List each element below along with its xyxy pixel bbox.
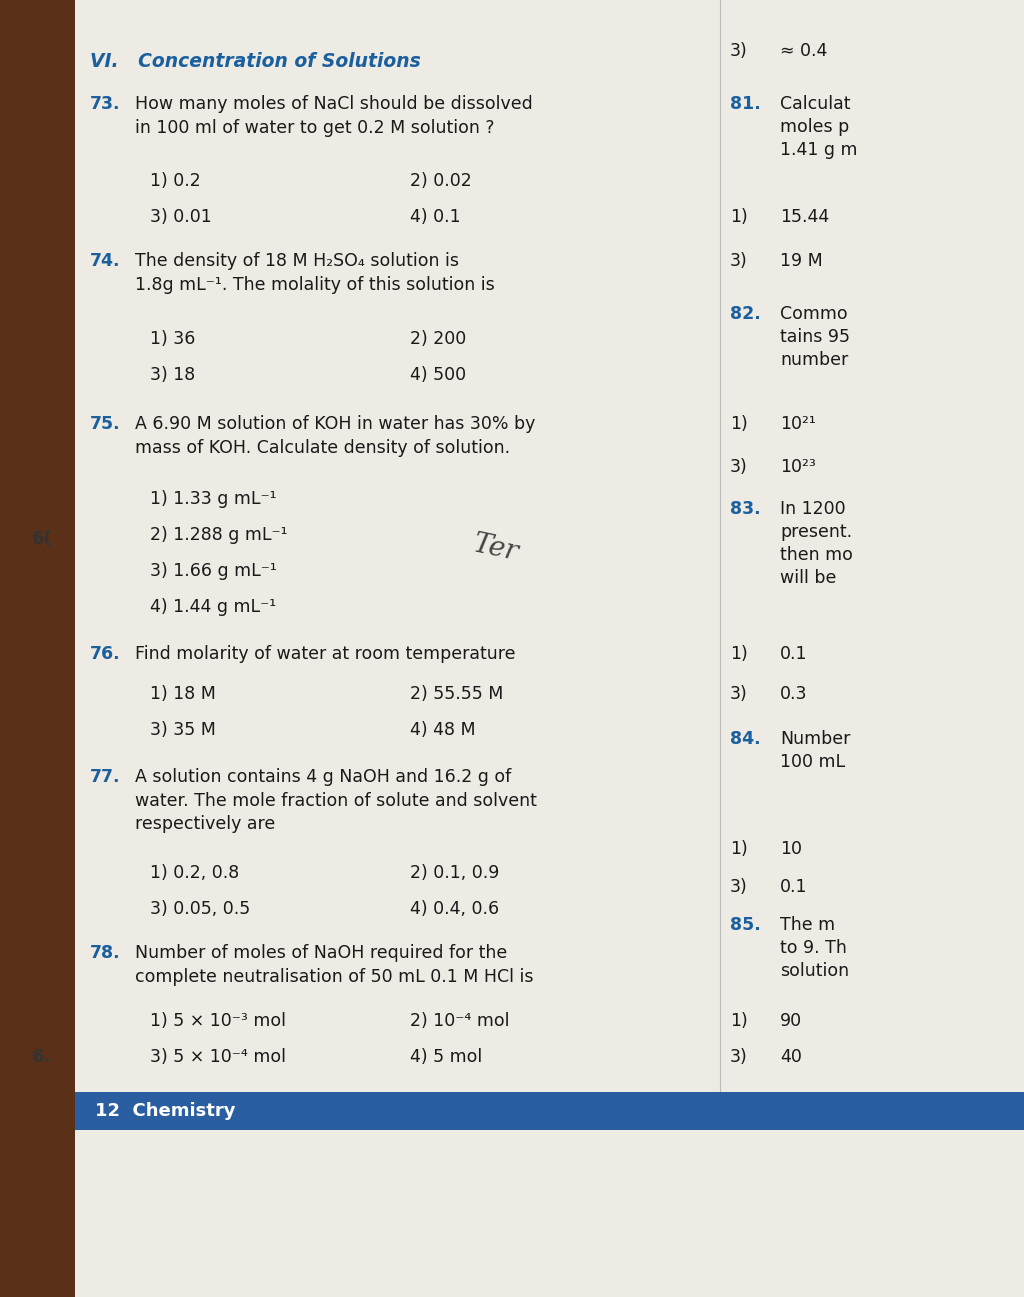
Text: 3) 5 × 10⁻⁴ mol: 3) 5 × 10⁻⁴ mol — [150, 1048, 286, 1066]
Text: 3): 3) — [730, 1048, 748, 1066]
Text: 83.: 83. — [730, 501, 761, 518]
Text: 1) 5 × 10⁻³ mol: 1) 5 × 10⁻³ mol — [150, 1012, 286, 1030]
Text: 0.3: 0.3 — [780, 685, 808, 703]
Text: 4) 0.4, 0.6: 4) 0.4, 0.6 — [410, 900, 499, 918]
Text: A solution contains 4 g NaOH and 16.2 g of
water. The mole fraction of solute an: A solution contains 4 g NaOH and 16.2 g … — [135, 768, 537, 833]
Text: The m
to 9. Th
solution: The m to 9. Th solution — [780, 916, 849, 979]
Text: 1) 36: 1) 36 — [150, 329, 196, 348]
Text: 2) 200: 2) 200 — [410, 329, 466, 348]
Text: 40: 40 — [780, 1048, 802, 1066]
Text: 84.: 84. — [730, 730, 761, 748]
Text: 1): 1) — [730, 840, 748, 859]
Text: 2) 0.1, 0.9: 2) 0.1, 0.9 — [410, 864, 500, 882]
Text: 0.1: 0.1 — [780, 878, 808, 896]
Text: 1): 1) — [730, 415, 748, 433]
Text: 1) 0.2, 0.8: 1) 0.2, 0.8 — [150, 864, 240, 882]
Text: 90: 90 — [780, 1012, 802, 1030]
Text: 4) 48 M: 4) 48 M — [410, 721, 475, 739]
Text: 10: 10 — [780, 840, 802, 859]
Text: 3) 18: 3) 18 — [150, 366, 196, 384]
Text: 4) 5 mol: 4) 5 mol — [410, 1048, 482, 1066]
Text: 1) 18 M: 1) 18 M — [150, 685, 216, 703]
Text: 82.: 82. — [730, 305, 761, 323]
Text: 15.44: 15.44 — [780, 208, 829, 226]
Text: Calculat
moles p
1.41 g m: Calculat moles p 1.41 g m — [780, 95, 857, 158]
Text: 12  Chemistry: 12 Chemistry — [95, 1102, 236, 1121]
Text: 3): 3) — [730, 685, 748, 703]
Text: 73.: 73. — [90, 95, 121, 113]
Text: 3) 1.66 g mL⁻¹: 3) 1.66 g mL⁻¹ — [150, 562, 276, 580]
Text: 3): 3) — [730, 252, 748, 270]
Text: The density of 18 M H₂SO₄ solution is
1.8g mL⁻¹. The molality of this solution i: The density of 18 M H₂SO₄ solution is 1.… — [135, 252, 495, 293]
Text: 2) 0.02: 2) 0.02 — [410, 173, 472, 189]
Text: 75.: 75. — [90, 415, 121, 433]
Text: 4) 1.44 g mL⁻¹: 4) 1.44 g mL⁻¹ — [150, 598, 276, 616]
Text: 81.: 81. — [730, 95, 761, 113]
Text: VI.   Concentration of Solutions: VI. Concentration of Solutions — [90, 52, 421, 71]
Text: 10²¹: 10²¹ — [780, 415, 816, 433]
Text: 3) 35 M: 3) 35 M — [150, 721, 216, 739]
Text: 3): 3) — [730, 458, 748, 476]
Text: A 6.90 M solution of KOH in water has 30% by
mass of KOH. Calculate density of s: A 6.90 M solution of KOH in water has 30… — [135, 415, 536, 457]
Text: 4) 500: 4) 500 — [410, 366, 466, 384]
Text: Number
100 mL: Number 100 mL — [780, 730, 850, 770]
Text: ≈ 0.4: ≈ 0.4 — [780, 42, 827, 60]
Text: 19 M: 19 M — [780, 252, 822, 270]
Text: 85.: 85. — [730, 916, 761, 934]
Text: 1): 1) — [730, 208, 748, 226]
Text: 3): 3) — [730, 878, 748, 896]
Text: 2) 1.288 g mL⁻¹: 2) 1.288 g mL⁻¹ — [150, 527, 288, 543]
Text: Commo
tains 95
number: Commo tains 95 number — [780, 305, 850, 368]
Text: In 1200
present.
then mo
will be: In 1200 present. then mo will be — [780, 501, 853, 586]
Text: 1): 1) — [730, 1012, 748, 1030]
Text: 3) 0.05, 0.5: 3) 0.05, 0.5 — [150, 900, 250, 918]
Text: Number of moles of NaOH required for the
complete neutralisation of 50 mL 0.1 M : Number of moles of NaOH required for the… — [135, 944, 534, 986]
Text: 2) 55.55 M: 2) 55.55 M — [410, 685, 504, 703]
Text: Find molarity of water at room temperature: Find molarity of water at room temperatu… — [135, 645, 515, 663]
Text: 78.: 78. — [90, 944, 121, 962]
Text: 2) 10⁻⁴ mol: 2) 10⁻⁴ mol — [410, 1012, 510, 1030]
Text: 6.: 6. — [32, 1048, 51, 1066]
Text: 74.: 74. — [90, 252, 121, 270]
Text: 3) 0.01: 3) 0.01 — [150, 208, 212, 226]
Text: 76.: 76. — [90, 645, 121, 663]
Text: 1) 1.33 g mL⁻¹: 1) 1.33 g mL⁻¹ — [150, 490, 276, 508]
Text: Ter: Ter — [470, 530, 520, 565]
Text: 1): 1) — [730, 645, 748, 663]
Text: 6(: 6( — [32, 530, 53, 549]
Text: 4) 0.1: 4) 0.1 — [410, 208, 461, 226]
Text: How many moles of NaCl should be dissolved
in 100 ml of water to get 0.2 M solut: How many moles of NaCl should be dissolv… — [135, 95, 532, 136]
Text: 3): 3) — [730, 42, 748, 60]
Text: 0.1: 0.1 — [780, 645, 808, 663]
Bar — [75, 1092, 1024, 1130]
Text: 10²³: 10²³ — [780, 458, 816, 476]
Text: 1) 0.2: 1) 0.2 — [150, 173, 201, 189]
Text: 77.: 77. — [90, 768, 121, 786]
